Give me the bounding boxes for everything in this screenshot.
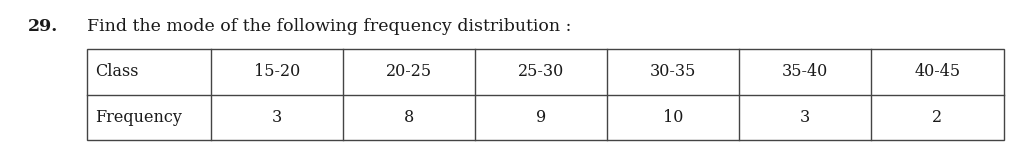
Text: 35-40: 35-40 bbox=[782, 63, 828, 81]
Text: Frequency: Frequency bbox=[95, 109, 182, 126]
Text: 40-45: 40-45 bbox=[914, 63, 961, 81]
Text: 25-30: 25-30 bbox=[518, 63, 564, 81]
Text: 15-20: 15-20 bbox=[254, 63, 300, 81]
Text: 29.: 29. bbox=[28, 18, 58, 35]
Text: 8: 8 bbox=[403, 109, 414, 126]
Text: 3: 3 bbox=[800, 109, 810, 126]
Text: Find the mode of the following frequency distribution :: Find the mode of the following frequency… bbox=[87, 18, 571, 35]
Text: 10: 10 bbox=[663, 109, 683, 126]
Text: 2: 2 bbox=[933, 109, 942, 126]
Text: 9: 9 bbox=[536, 109, 546, 126]
Text: 20-25: 20-25 bbox=[386, 63, 432, 81]
Bar bbox=[87, 49, 1004, 140]
Text: 3: 3 bbox=[271, 109, 282, 126]
Text: 30-35: 30-35 bbox=[650, 63, 696, 81]
Text: Class: Class bbox=[95, 63, 138, 81]
